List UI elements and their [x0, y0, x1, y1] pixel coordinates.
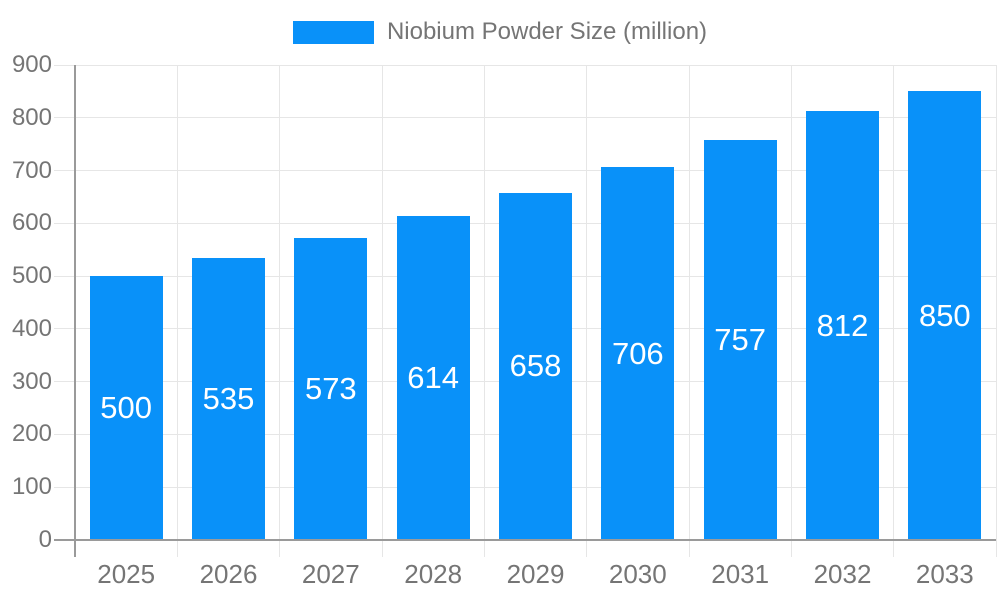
- x-axis-tick-label: 2030: [608, 559, 667, 589]
- x-axis-tick-label: 2027: [301, 559, 360, 589]
- bar[interactable]: [908, 91, 982, 540]
- bar[interactable]: [499, 192, 572, 540]
- v-gridline: [995, 65, 997, 557]
- legend[interactable]: Niobium Powder Size (million): [0, 16, 1000, 48]
- y-axis-line: [74, 65, 76, 557]
- v-gridline: [483, 65, 485, 557]
- v-gridline: [586, 65, 588, 557]
- v-gridline: [688, 65, 690, 557]
- y-axis-tick-label: 800: [11, 103, 52, 131]
- h-gridline: [54, 170, 996, 172]
- x-axis-tick-label: 2028: [404, 559, 463, 589]
- bar[interactable]: [601, 167, 675, 540]
- legend-swatch-icon: [292, 20, 374, 44]
- y-axis-tick-label: 500: [11, 262, 52, 290]
- x-axis-tick-label: 2026: [199, 559, 258, 589]
- bar[interactable]: [806, 111, 879, 540]
- bar[interactable]: [396, 215, 470, 540]
- x-axis-tick-label: 2031: [711, 559, 770, 589]
- y-axis-tick-label: 0: [38, 526, 52, 553]
- x-axis-line: [54, 539, 996, 541]
- bar[interactable]: [192, 257, 265, 540]
- h-gridline: [54, 117, 996, 119]
- v-gridline: [893, 65, 895, 557]
- legend-label: Niobium Powder Size (million): [386, 18, 708, 45]
- bar[interactable]: [294, 237, 368, 540]
- y-axis-tick-label: 300: [11, 367, 52, 395]
- v-gridline: [790, 65, 792, 557]
- h-gridline: [54, 64, 996, 66]
- x-axis-tick-label: 2025: [97, 559, 156, 589]
- y-axis-tick-label: 700: [11, 156, 52, 184]
- y-axis-tick-label: 400: [11, 314, 52, 342]
- x-axis-tick-label: 2033: [915, 559, 974, 589]
- bar[interactable]: [89, 276, 163, 540]
- y-axis-tick-label: 900: [11, 51, 52, 78]
- x-axis-tick-label: 2032: [813, 559, 872, 589]
- bar[interactable]: [703, 140, 777, 540]
- v-gridline: [279, 65, 281, 557]
- v-gridline: [176, 65, 178, 557]
- y-axis-tick-label: 600: [11, 209, 52, 237]
- v-gridline: [381, 65, 383, 557]
- y-axis-tick-label: 200: [11, 420, 52, 448]
- y-axis-tick-label: 100: [11, 473, 52, 501]
- x-axis-tick-label: 2029: [506, 559, 565, 589]
